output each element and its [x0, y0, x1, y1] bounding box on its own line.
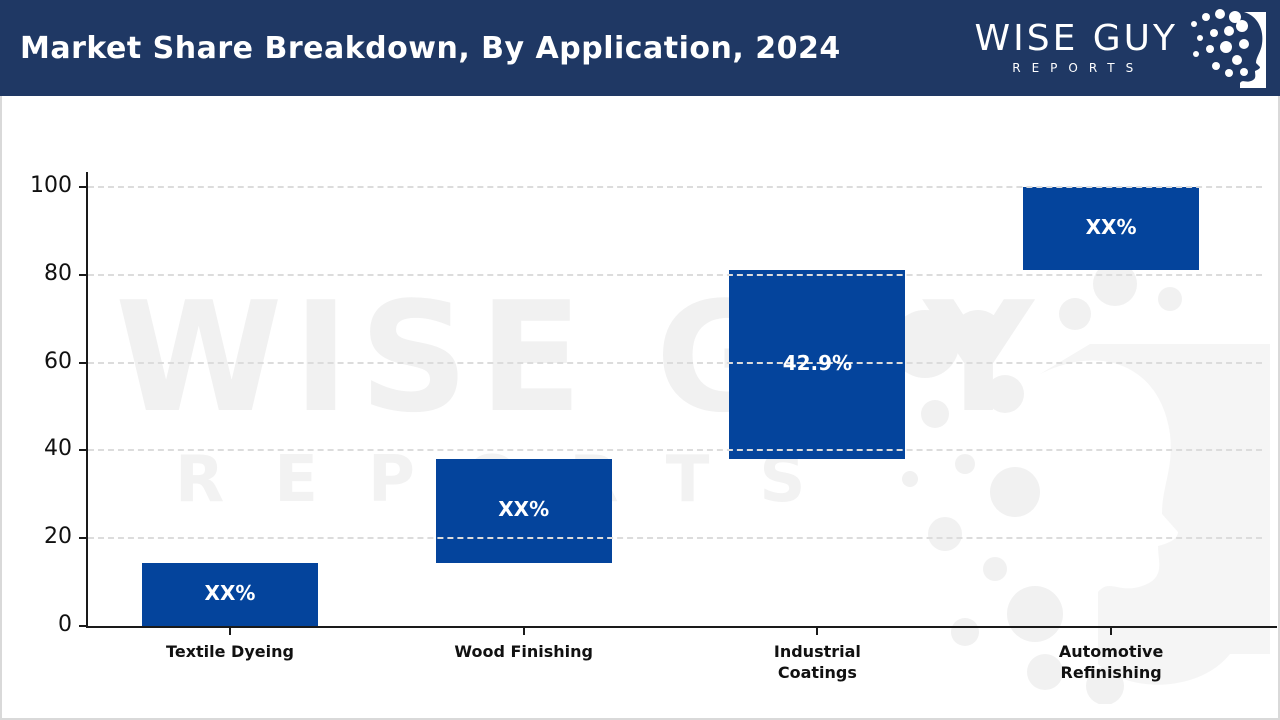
- header-bar: Market Share Breakdown, By Application, …: [0, 0, 1280, 96]
- x-category-label-3: Automotive Refinishing: [1058, 642, 1164, 682]
- brand-logo: WISE GUY REPORTS: [975, 8, 1280, 88]
- y-tick-label-100: 100: [30, 173, 72, 198]
- y-tick-0: [79, 625, 87, 627]
- y-tick-label-40: 40: [44, 436, 72, 462]
- bar-segment-1: [435, 458, 612, 564]
- bar-segment-0: [142, 563, 318, 626]
- plot-region: XX% XX% 42.9% XX% 0 20 40 60 80 100 Textile Dyeing…: [0, 96, 1280, 720]
- gridline-80: [88, 273, 1262, 276]
- x-tick-3: [1110, 628, 1113, 635]
- y-tick-label-0: 0: [58, 612, 72, 637]
- x-axis-line: [86, 626, 1277, 628]
- gridline-60: [88, 361, 1262, 364]
- bar-segment-3: [1023, 187, 1200, 271]
- brand-logo-text: WISE GUY REPORTS: [974, 18, 1179, 76]
- x-tick-1: [522, 628, 525, 635]
- brand-name: WISE GUY: [974, 18, 1178, 59]
- x-tick-0: [229, 628, 231, 635]
- bar-value-label-2: 42.9%: [782, 350, 853, 375]
- y-tick-label-20: 20: [44, 524, 72, 550]
- y-tick-80: [79, 273, 87, 276]
- gridline-40: [88, 449, 1262, 452]
- gridline-100: [88, 186, 1262, 188]
- y-tick-label-60: 60: [44, 348, 72, 374]
- y-tick-60: [79, 361, 87, 364]
- x-category-label-1: Wood Finishing: [454, 642, 593, 661]
- bar-value-label-0: XX%: [204, 580, 256, 605]
- bar-value-label-3: XX%: [1085, 214, 1137, 239]
- x-tick-2: [816, 628, 819, 635]
- bar-segment-2: [729, 270, 906, 459]
- brand-subtitle: REPORTS: [1012, 61, 1145, 75]
- x-category-label-2: Industrial Coatings: [773, 642, 861, 682]
- bar-value-label-1: XX%: [498, 496, 550, 521]
- x-category-label-0: Textile Dyeing: [166, 642, 294, 661]
- gridline-20: [88, 537, 1262, 540]
- y-axis-line: [86, 172, 88, 628]
- dotted-head-logo-icon: [1191, 9, 1266, 88]
- page-title: Market Share Breakdown, By Application, …: [20, 30, 841, 66]
- chart-area: WISE GUY REPORTS XX%XX%42.9%XX%020406080…: [0, 96, 1280, 720]
- y-tick-100: [79, 186, 87, 188]
- y-tick-20: [79, 537, 87, 540]
- y-tick-label-80: 80: [44, 260, 72, 286]
- y-tick-40: [79, 449, 87, 452]
